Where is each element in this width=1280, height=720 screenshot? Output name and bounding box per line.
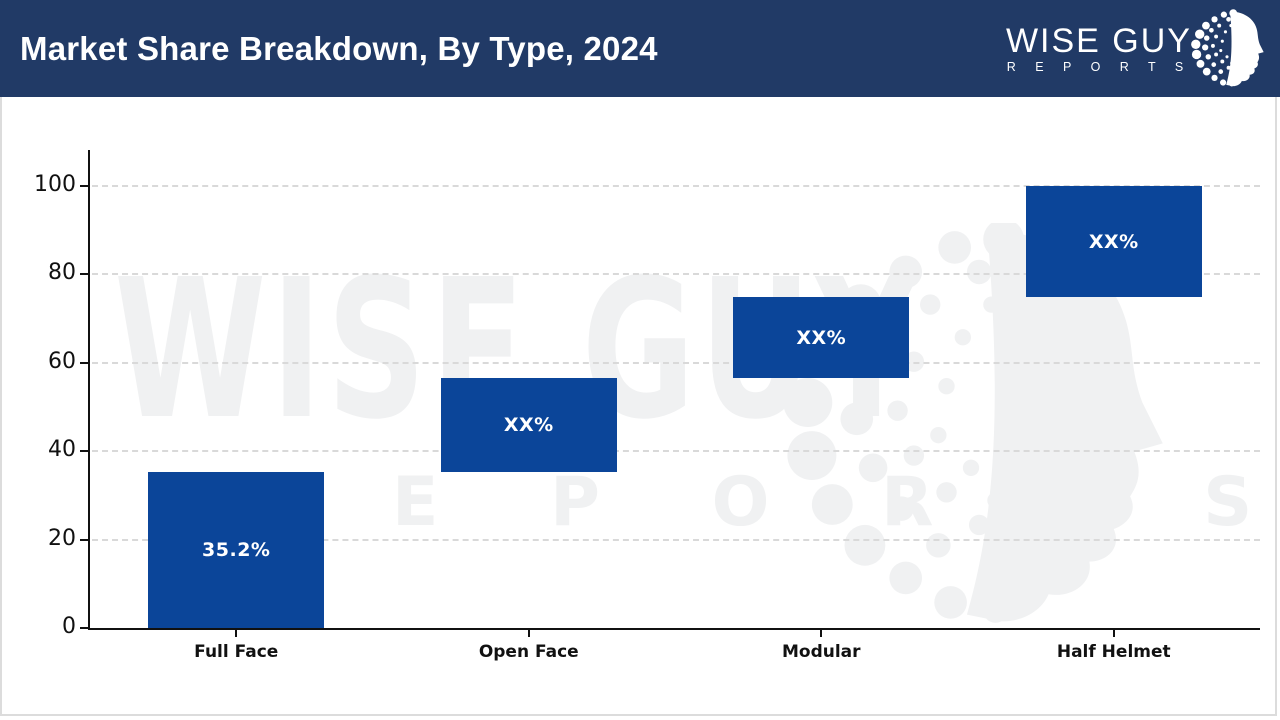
brand-tagline: R E P O R T S: [1006, 60, 1192, 75]
y-tick-mark: [80, 627, 88, 629]
brand-head-icon: [1191, 9, 1264, 87]
bar-value-label: 35.2%: [202, 539, 271, 562]
y-tick-label: 80: [48, 260, 76, 286]
y-tick-mark: [80, 185, 88, 187]
bar: XX%: [733, 297, 910, 379]
gridline: [92, 185, 1260, 187]
brand-logo: WISE GUY R E P O R T S: [1006, 8, 1266, 90]
bar-value-label: XX%: [1088, 230, 1139, 253]
y-tick-label: 0: [62, 614, 76, 639]
gridline: [92, 273, 1260, 276]
chart-panel: WISE GUY R E P O R T S 0 20 40 60 80 100 35.2%…: [0, 97, 1277, 716]
y-tick-label: 100: [34, 172, 76, 197]
y-tick-mark: [80, 450, 88, 453]
x-tick-mark: [1112, 630, 1115, 637]
x-tick-mark: [820, 630, 823, 637]
y-tick-label: 60: [48, 348, 76, 374]
x-axis-label: Half Helmet: [1056, 642, 1171, 662]
x-tick-mark: [527, 630, 530, 637]
bar: 35.2%: [148, 472, 325, 628]
gridline: [92, 450, 1260, 453]
bar: XX%: [1025, 186, 1202, 298]
gridline: [92, 361, 1260, 364]
x-axis-label: Open Face: [478, 642, 579, 662]
x-axis-label: Full Face: [194, 642, 279, 662]
x-tick-mark: [235, 630, 238, 637]
bar-value-label: XX%: [796, 326, 847, 349]
y-tick-mark: [80, 538, 88, 541]
y-tick-label: 20: [48, 525, 76, 551]
header-bar: Market Share Breakdown, By Type, 2024 WI…: [0, 0, 1280, 97]
x-axis-line: [88, 628, 1260, 630]
chart-title: Market Share Breakdown, By Type, 2024: [20, 29, 658, 67]
y-tick-mark: [80, 361, 88, 364]
y-tick-mark: [80, 273, 88, 276]
y-axis-line: [88, 150, 90, 630]
gridline: [92, 538, 1260, 541]
brand-name: WISE GUY: [1005, 21, 1192, 60]
x-axis-label: Modular: [781, 642, 861, 662]
brand-logo-text: WISE GUY R E P O R T S: [1005, 21, 1192, 75]
chart-area: 0 20 40 60 80 100 35.2% Full Face XX% Open Face XX…: [2, 97, 1275, 714]
bar: XX%: [440, 378, 617, 473]
bar-value-label: XX%: [503, 414, 554, 437]
y-tick-label: 40: [48, 437, 76, 463]
